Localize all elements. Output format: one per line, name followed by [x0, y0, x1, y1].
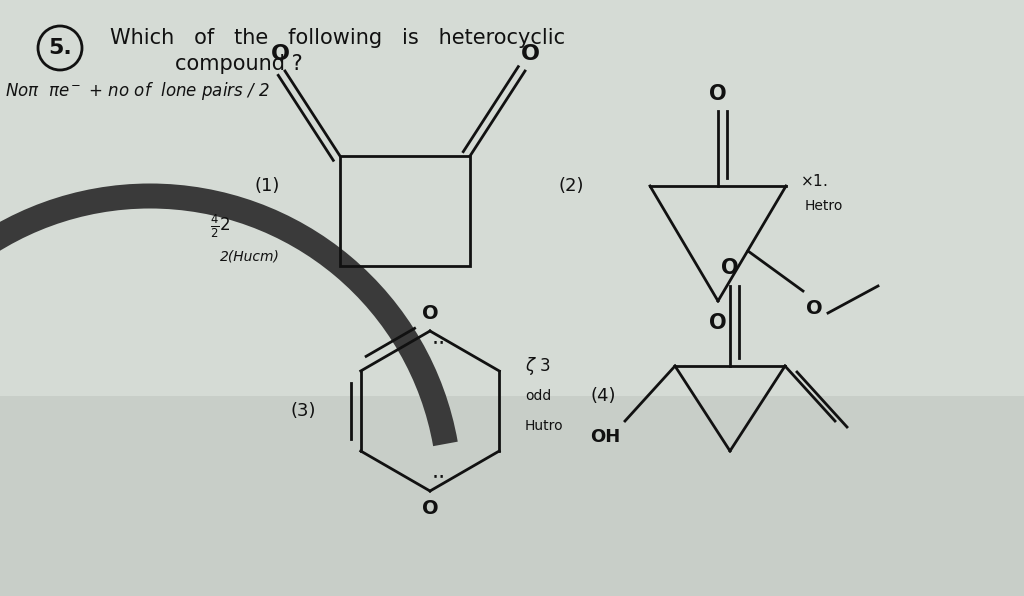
- Text: odd: odd: [525, 389, 551, 403]
- Text: (2): (2): [558, 177, 584, 195]
- Text: O: O: [710, 84, 727, 104]
- Text: O: O: [422, 499, 438, 518]
- Text: O: O: [710, 313, 727, 333]
- Text: Hetro: Hetro: [805, 199, 844, 213]
- Text: 2(Hucm): 2(Hucm): [220, 249, 280, 263]
- Text: ⋅⋅: ⋅⋅: [432, 467, 446, 487]
- Text: (1): (1): [255, 177, 281, 195]
- Text: compound ?: compound ?: [175, 54, 303, 74]
- Text: $\frac{4}{2}$2: $\frac{4}{2}$2: [210, 212, 230, 240]
- Text: Which   of   the   following   is   heterocyclic: Which of the following is heterocyclic: [110, 28, 565, 48]
- Text: Hutro: Hutro: [525, 419, 563, 433]
- Text: $\zeta$ 3: $\zeta$ 3: [525, 355, 551, 377]
- Text: O: O: [520, 44, 540, 64]
- Polygon shape: [0, 0, 1024, 396]
- Text: No$\pi$  $\pi$e$^-$ + no of  lone pairs / 2: No$\pi$ $\pi$e$^-$ + no of lone pairs / …: [5, 80, 270, 102]
- Text: (4): (4): [590, 387, 615, 405]
- Text: O: O: [806, 299, 822, 318]
- Text: O: O: [422, 304, 438, 323]
- Text: (3): (3): [290, 402, 315, 420]
- Text: $\times$1.: $\times$1.: [800, 173, 827, 189]
- Text: O: O: [721, 258, 738, 278]
- Text: ⋅⋅: ⋅⋅: [432, 333, 446, 353]
- Text: 5.: 5.: [48, 38, 72, 58]
- Text: O: O: [270, 44, 290, 64]
- Text: OH: OH: [590, 428, 620, 446]
